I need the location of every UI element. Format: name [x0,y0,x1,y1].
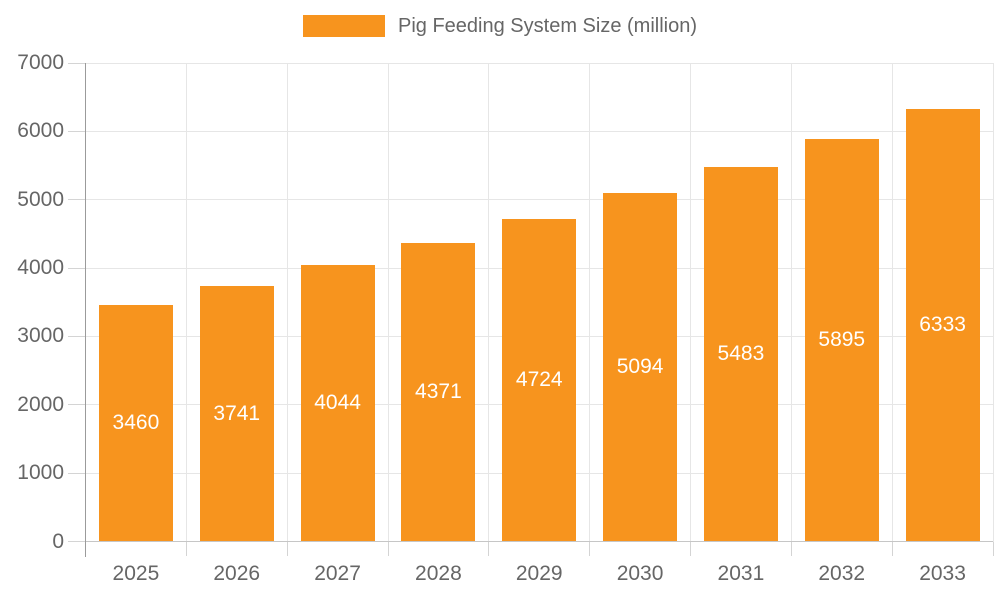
x-tick-label: 2031 [717,562,765,585]
x-tick-label: 2027 [314,562,361,585]
x-axis-tick [387,541,389,556]
vertical-gridline [891,63,893,542]
y-axis-tick [67,472,86,474]
bar[interactable]: 5895 [804,138,879,542]
legend-label: Pig Feeding System Size (million) [398,15,697,37]
bar[interactable]: 3460 [98,304,173,542]
x-axis-tick [589,541,591,556]
x-axis-tick [690,541,691,556]
vertical-gridline [488,63,490,542]
bar-value-label: 5094 [616,355,664,379]
x-axis-tick [891,541,893,556]
bar[interactable]: 4724 [502,218,577,542]
y-axis-tick [67,199,86,201]
x-axis-tick [992,541,994,556]
y-tick-label: 4000 [17,256,64,280]
y-tick-label: 2000 [17,392,64,416]
vertical-gridline [185,63,187,542]
y-axis-tick [67,130,86,132]
x-tick-label: 2025 [112,562,160,585]
y-axis-line [85,63,86,557]
y-axis-tick [67,404,86,406]
x-axis-tick [286,541,288,556]
x-tick-label: 2026 [213,562,261,585]
y-axis-tick [67,335,86,337]
vertical-gridline [992,63,994,542]
x-tick-label: 2029 [515,562,563,585]
vertical-gridline [286,63,288,542]
y-tick-label: 7000 [17,51,64,74]
vertical-gridline [387,63,389,542]
x-tick-label: 2030 [616,562,664,585]
y-tick-label: 6000 [17,119,64,143]
x-axis-tick [488,541,490,556]
x-axis-tick [185,541,187,556]
bar-value-label: 4371 [415,380,462,404]
bar[interactable]: 6333 [905,108,980,542]
horizontal-gridline [85,62,993,64]
x-tick-label: 2032 [818,562,866,585]
vertical-gridline [690,63,691,542]
x-tick-label: 2033 [919,562,966,585]
bar-value-label: 4044 [314,391,361,415]
y-tick-label: 3000 [17,324,64,348]
x-axis-line [85,541,993,542]
bar-value-label: 3460 [112,411,160,435]
y-axis-tick [67,541,86,542]
bar[interactable]: 4044 [300,265,375,542]
bar-value-label: 5483 [717,342,765,366]
x-tick-label: 2028 [415,562,462,585]
horizontal-gridline [85,199,993,201]
bar[interactable]: 3741 [199,285,274,542]
legend-swatch [303,15,385,37]
bar[interactable]: 5483 [703,166,778,542]
y-axis-tick [67,62,86,64]
y-axis-tick [67,267,86,269]
vertical-gridline [790,63,792,542]
bar-value-label: 6333 [919,313,966,337]
y-tick-label: 1000 [17,461,64,485]
bar[interactable]: 4371 [401,242,476,542]
x-axis-tick [790,541,792,556]
y-tick-label: 5000 [17,187,64,211]
bar[interactable]: 5094 [603,193,678,542]
bar-value-label: 5895 [818,328,866,351]
vertical-gridline [589,63,591,542]
bar-value-label: 4724 [515,368,563,392]
bar-value-label: 3741 [213,401,261,425]
legend-item[interactable]: Pig Feeding System Size (million) [0,15,1000,37]
y-tick-label: 0 [52,529,64,553]
horizontal-gridline [85,130,993,132]
